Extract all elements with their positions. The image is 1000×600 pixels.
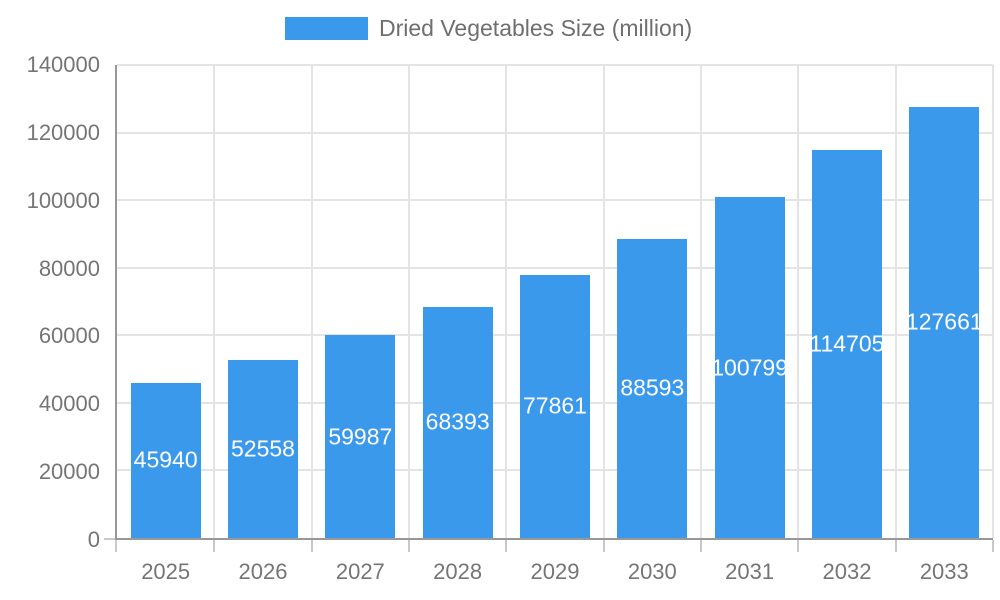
x-axis-labels: 2025 2026 2027 2028 2029 2030 2031 2032 2033 <box>117 557 993 587</box>
bar: 114705 <box>809 150 885 538</box>
bar-slot: 59987 <box>312 65 409 538</box>
bar-slot: 77861 <box>506 65 603 538</box>
y-tick-label: 60000 <box>38 323 100 349</box>
y-axis-bottom-stub <box>115 540 117 552</box>
v-gridline <box>310 65 313 538</box>
y-tick-label: 80000 <box>38 255 100 281</box>
v-gridline <box>213 65 216 538</box>
x-tick-mark <box>310 540 313 552</box>
x-tick-label: 2031 <box>725 559 775 584</box>
x-tick-label: 2033 <box>919 559 969 584</box>
x-axis-ticks <box>117 540 994 552</box>
legend-label: Dried Vegetables Size (million) <box>379 15 693 41</box>
h-gridline <box>117 266 993 269</box>
bar: 45940 <box>130 382 201 538</box>
bar-value-label: 100799 <box>711 354 788 381</box>
y-tick-label: 140000 <box>26 52 100 77</box>
bar-value-label: 59987 <box>328 423 393 450</box>
v-gridline <box>505 65 508 538</box>
x-tick-mark <box>894 540 897 552</box>
x-tick-label: 2029 <box>530 559 580 584</box>
x-tick-label: 2030 <box>627 559 677 584</box>
bar-slot: 88593 <box>604 65 701 538</box>
bar: 59987 <box>325 335 396 538</box>
bar: 127661 <box>906 106 983 538</box>
bar-slot: 68393 <box>409 65 506 538</box>
x-tick-mark <box>505 540 508 552</box>
x-tick-label: 2025 <box>141 559 191 584</box>
v-gridline <box>602 65 605 538</box>
bar: 77861 <box>519 274 590 538</box>
plot-area: 45940 52558 59987 68393 77861 88593 100799 1147… <box>115 64 994 540</box>
bar-slot: 114705 <box>798 65 895 538</box>
v-gridline <box>407 65 410 538</box>
x-tick-label: 2028 <box>433 559 483 584</box>
v-gridline <box>699 65 702 538</box>
bar-value-label: 77861 <box>522 392 587 419</box>
bar-slot: 52558 <box>214 65 311 538</box>
v-gridline <box>894 65 897 538</box>
h-gridline <box>117 131 993 134</box>
x-tick-mark <box>407 540 410 552</box>
y-tick-label: 120000 <box>26 119 100 145</box>
y-tick-label: 40000 <box>38 391 100 417</box>
bar: 88593 <box>617 238 688 538</box>
x-axis-left-stub <box>104 538 115 540</box>
bar-value-label: 68393 <box>425 408 490 435</box>
bar-slot: 100799 <box>701 65 798 538</box>
bar-value-label: 52558 <box>231 435 295 462</box>
y-tick-label: 0 <box>87 527 100 552</box>
x-tick-mark <box>797 540 800 552</box>
bar-value-label: 114705 <box>809 330 885 357</box>
v-gridline <box>992 65 994 538</box>
v-gridline <box>797 65 800 538</box>
x-tick-mark <box>602 540 605 552</box>
bars-layer: 45940 52558 59987 68393 77861 88593 100799 1147… <box>117 65 993 538</box>
x-tick-label: 2027 <box>335 559 385 584</box>
x-tick-label: 2026 <box>238 559 288 584</box>
bar: 52558 <box>227 360 299 538</box>
bar-value-label: 127661 <box>905 308 983 335</box>
legend-swatch <box>285 17 368 40</box>
legend-item[interactable]: Dried Vegetables Size (million) <box>285 17 692 40</box>
bar-slot: 45940 <box>117 65 214 538</box>
x-tick-mark <box>699 540 702 552</box>
x-tick-label: 2032 <box>822 559 872 584</box>
bar-value-label: 45940 <box>133 446 198 473</box>
bar: 68393 <box>422 306 493 538</box>
x-tick-mark <box>992 540 994 552</box>
y-tick-label: 20000 <box>38 459 100 485</box>
h-gridline <box>117 64 993 66</box>
y-axis-labels: 0 20000 40000 60000 80000 100000 120000 140000 <box>0 54 100 551</box>
h-gridline <box>117 199 993 202</box>
bar-value-label: 88593 <box>620 374 685 401</box>
y-tick-label: 100000 <box>26 187 100 213</box>
bar: 100799 <box>711 197 788 538</box>
bar-slot: 127661 <box>896 65 993 538</box>
x-tick-mark <box>213 540 216 552</box>
